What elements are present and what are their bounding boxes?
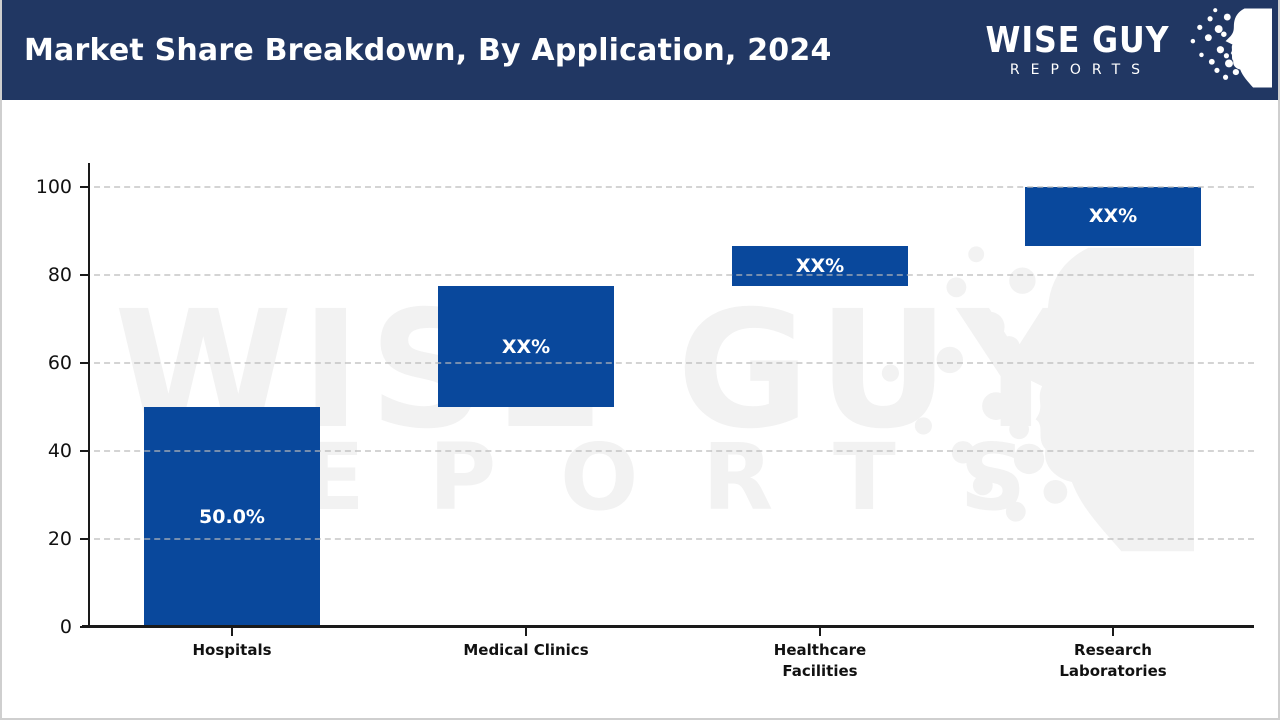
x-category-label: Research Laboratories [1059, 641, 1167, 680]
x-tick-1 [231, 628, 233, 636]
bar-medical-clinics [438, 286, 614, 407]
page-title: Market Share Breakdown, By Application, … [24, 32, 832, 68]
gridline-40 [84, 450, 1254, 452]
gridline-100 [84, 186, 1254, 188]
x-tick-2 [525, 628, 527, 636]
y-tick-label-20: 20 [47, 528, 72, 550]
wise-guy-logo: WISE GUY REPORTS [973, 3, 1272, 97]
x-tick-4 [1112, 628, 1114, 636]
logo-name-top: WISE GUY [985, 20, 1170, 61]
y-tick-100 [80, 186, 88, 188]
y-axis-line [88, 163, 90, 628]
plot-area: 50.0% XX% XX% XX% [84, 163, 1254, 627]
gridline-80 [84, 274, 1254, 276]
y-tick-label-40: 40 [47, 440, 72, 462]
y-tick-20 [80, 538, 88, 540]
x-category-label: Medical Clinics [463, 641, 589, 659]
bar-value-label: XX% [501, 335, 551, 358]
bar-healthcare-facilities [732, 245, 908, 286]
bar-value-label: XX% [1088, 205, 1138, 228]
bar-hospitals [144, 407, 320, 627]
x-tick-3 [819, 628, 821, 636]
bar-research-laboratories [1025, 187, 1201, 246]
gridline-20 [84, 538, 1254, 540]
header-band: Market Share Breakdown, By Application, … [2, 0, 1278, 100]
watermark-face-icon [864, 222, 1194, 581]
y-tick-label-60: 60 [47, 352, 72, 374]
y-tick-0 [80, 626, 88, 628]
y-tick-60 [80, 362, 88, 364]
face-profile-icon [1186, 3, 1272, 97]
y-tick-80 [80, 274, 88, 276]
y-tick-label-100: 100 [35, 176, 72, 198]
bar-value-label: 50.0% [199, 506, 265, 528]
x-axis-line [82, 625, 1254, 628]
y-tick-label-80: 80 [47, 264, 72, 286]
y-tick-40 [80, 450, 88, 452]
gridline-60 [84, 362, 1254, 364]
x-category-label: Hospitals [192, 641, 272, 659]
x-category-label: Healthcare Facilities [773, 641, 867, 680]
logo-wordmark: WISE GUY REPORTS [973, 20, 1182, 78]
bar-value-label: XX% [795, 254, 845, 277]
y-tick-label-0: 0 [59, 616, 72, 638]
logo-name-bottom: REPORTS [1009, 62, 1152, 78]
